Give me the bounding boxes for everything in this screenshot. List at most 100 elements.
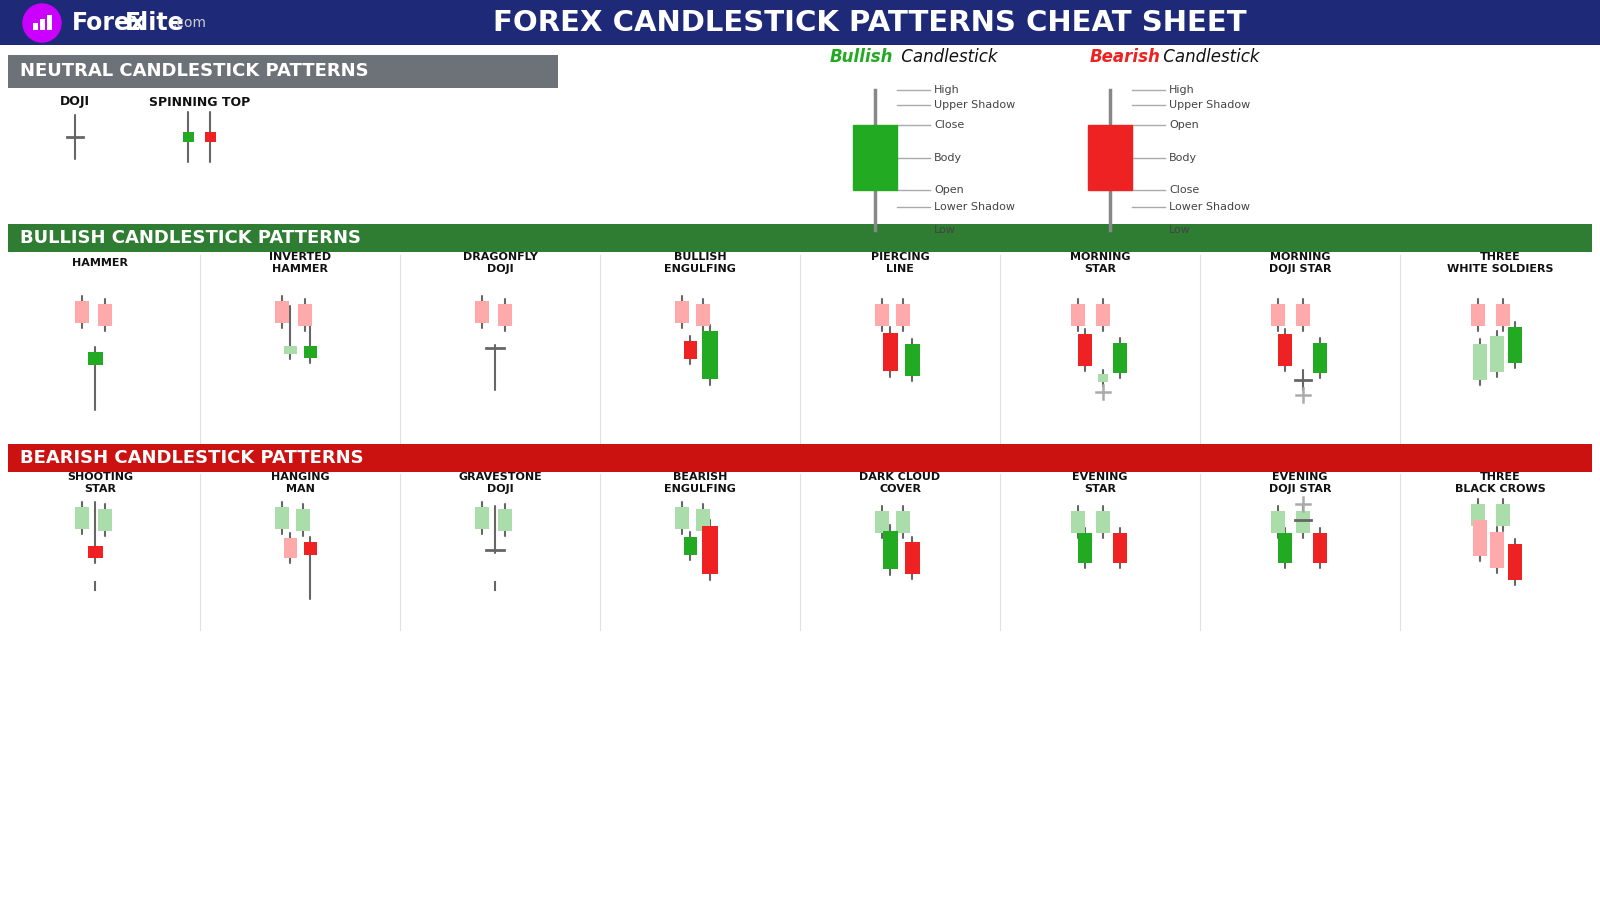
Bar <box>283 346 296 354</box>
Text: FOREX CANDLESTICK PATTERNS CHEAT SHEET: FOREX CANDLESTICK PATTERNS CHEAT SHEET <box>493 9 1246 37</box>
Bar <box>883 333 898 371</box>
Text: DOJI STAR: DOJI STAR <box>1269 264 1331 274</box>
Bar <box>1270 304 1285 326</box>
Text: Lower Shadow: Lower Shadow <box>1170 202 1250 212</box>
Text: Low: Low <box>934 225 955 235</box>
Bar <box>1278 533 1293 563</box>
Bar <box>1496 304 1510 326</box>
Bar <box>1270 511 1285 533</box>
Text: EVENING: EVENING <box>1072 472 1128 482</box>
Bar <box>1096 511 1110 533</box>
Bar <box>8 444 1592 472</box>
Bar <box>275 301 290 323</box>
Bar <box>182 132 194 142</box>
Bar <box>75 301 90 323</box>
Bar <box>1070 304 1085 326</box>
Bar <box>1098 374 1107 382</box>
Bar <box>1507 327 1522 363</box>
Text: ENGULFING: ENGULFING <box>664 483 736 493</box>
Text: DOJI: DOJI <box>486 483 514 493</box>
Text: MAN: MAN <box>285 483 315 493</box>
Text: Body: Body <box>1170 153 1197 163</box>
Text: Candlestick: Candlestick <box>1158 48 1259 66</box>
Bar <box>283 538 296 558</box>
Bar <box>304 542 317 554</box>
Bar <box>8 55 558 88</box>
Text: STAR: STAR <box>1085 264 1117 274</box>
Bar <box>1096 304 1110 326</box>
Text: GRAVESTONE: GRAVESTONE <box>458 472 542 482</box>
Bar <box>275 507 290 529</box>
Text: High: High <box>1170 85 1195 95</box>
Text: SHOOTING: SHOOTING <box>67 472 133 482</box>
Text: Elite: Elite <box>125 11 184 35</box>
Text: Upper Shadow: Upper Shadow <box>1170 100 1250 110</box>
Bar <box>1314 533 1326 563</box>
Text: SPINNING TOP: SPINNING TOP <box>149 95 251 109</box>
Bar <box>1070 511 1085 533</box>
Text: DARK CLOUD: DARK CLOUD <box>859 472 941 482</box>
Text: Low: Low <box>1170 225 1190 235</box>
Bar <box>904 344 920 376</box>
Text: Upper Shadow: Upper Shadow <box>934 100 1016 110</box>
Bar <box>498 304 512 326</box>
Bar <box>8 224 1592 252</box>
Text: MORNING: MORNING <box>1270 253 1330 263</box>
Bar <box>1078 334 1091 366</box>
Bar <box>1470 304 1485 326</box>
Bar <box>1474 520 1486 556</box>
Bar <box>1098 518 1107 526</box>
Bar <box>875 304 890 326</box>
Bar <box>1114 343 1126 373</box>
Bar <box>1490 532 1504 568</box>
Bar <box>675 507 690 529</box>
Bar <box>0 630 1600 900</box>
Bar <box>88 546 102 558</box>
Bar <box>1474 344 1486 380</box>
Circle shape <box>22 4 61 42</box>
Bar <box>1314 343 1326 373</box>
Text: COVER: COVER <box>878 483 922 493</box>
Bar <box>1278 334 1293 366</box>
Bar <box>205 132 216 142</box>
Bar <box>1078 533 1091 563</box>
Bar <box>875 511 890 533</box>
Text: PIERCING: PIERCING <box>870 253 930 263</box>
Bar <box>702 331 718 379</box>
Text: Open: Open <box>1170 120 1198 130</box>
Text: DRAGONFLY: DRAGONFLY <box>462 253 538 263</box>
Bar <box>298 304 312 326</box>
Text: Candlestick: Candlestick <box>896 48 997 66</box>
Text: BULLISH CANDLESTICK PATTERNS: BULLISH CANDLESTICK PATTERNS <box>19 229 362 247</box>
Bar <box>1296 304 1310 326</box>
Bar <box>46 15 51 30</box>
Bar <box>0 0 1600 45</box>
Bar <box>88 352 102 365</box>
Bar <box>75 507 90 529</box>
Bar <box>1496 504 1510 526</box>
Bar <box>98 509 112 531</box>
Text: WHITE SOLDIERS: WHITE SOLDIERS <box>1446 264 1554 274</box>
Text: THREE: THREE <box>1480 253 1520 263</box>
Text: Forex: Forex <box>72 11 146 35</box>
Bar <box>683 537 696 555</box>
Text: Close: Close <box>1170 185 1200 195</box>
Bar <box>1088 125 1133 190</box>
Text: HAMMER: HAMMER <box>72 258 128 268</box>
Text: .com: .com <box>173 16 206 30</box>
Bar <box>475 301 490 323</box>
Bar <box>98 304 112 326</box>
Text: STAR: STAR <box>1085 483 1117 493</box>
Bar <box>896 511 910 533</box>
Text: HANGING: HANGING <box>270 472 330 482</box>
Text: DOJI STAR: DOJI STAR <box>1269 483 1331 493</box>
Bar <box>296 509 310 531</box>
Text: THREE: THREE <box>1480 472 1520 482</box>
Bar <box>696 509 710 531</box>
Bar <box>1490 336 1504 372</box>
Bar <box>1296 511 1310 533</box>
Text: LINE: LINE <box>886 264 914 274</box>
Text: EVENING: EVENING <box>1272 472 1328 482</box>
Text: BEARISH CANDLESTICK PATTERNS: BEARISH CANDLESTICK PATTERNS <box>19 449 363 467</box>
Text: STAR: STAR <box>83 483 115 493</box>
